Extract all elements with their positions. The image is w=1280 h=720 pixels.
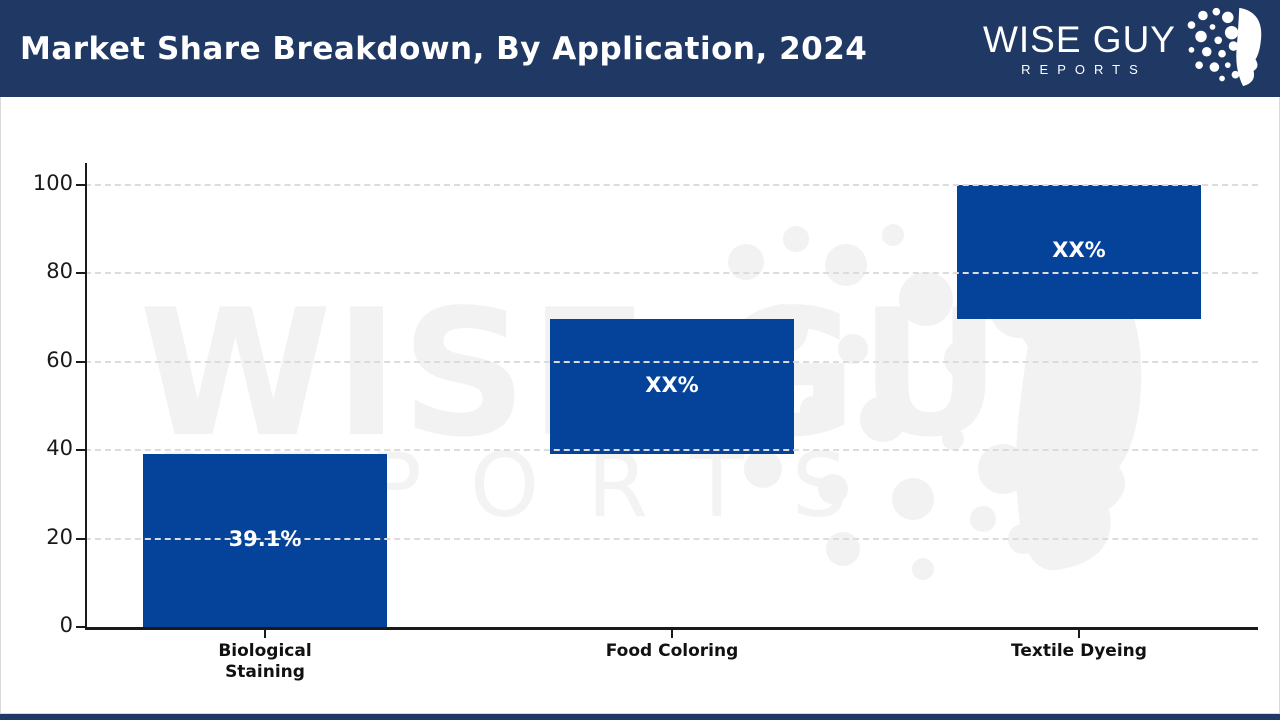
y-tick-100 bbox=[76, 184, 85, 186]
y-tick-40 bbox=[76, 449, 85, 452]
x-tick-0 bbox=[264, 630, 266, 638]
y-tick-label-40: 40 bbox=[46, 436, 73, 461]
gridline-100 bbox=[85, 184, 1258, 186]
chart-title: Market Share Breakdown, By Application, … bbox=[20, 30, 868, 67]
x-category-label-2: Textile Dyeing bbox=[1011, 641, 1147, 661]
x-tick-1 bbox=[671, 630, 673, 638]
logo-wordmark: WISE GUY bbox=[982, 18, 1176, 60]
y-tick-label-60: 60 bbox=[46, 347, 73, 372]
bar-value-label-2: XX% bbox=[1052, 237, 1106, 262]
x-category-label-1: Food Coloring bbox=[605, 641, 739, 661]
y-tick-20 bbox=[76, 537, 85, 540]
dotted-face-profile-icon bbox=[1180, 4, 1266, 94]
wise-guy-logo: WISE GUY REPORTS bbox=[983, 4, 1280, 94]
bar-1 bbox=[550, 318, 794, 455]
y-tick-label-20: 20 bbox=[46, 524, 73, 549]
gridline-20 bbox=[85, 537, 1258, 540]
bar-value-label-0: 39.1% bbox=[228, 526, 302, 551]
bar-value-label-1: XX% bbox=[645, 372, 699, 397]
y-tick-label-100: 100 bbox=[32, 171, 73, 195]
bar-2 bbox=[957, 185, 1201, 319]
gridline-80 bbox=[85, 272, 1258, 275]
dotted-face-profile-watermark bbox=[721, 217, 1181, 641]
gridline-40 bbox=[85, 449, 1258, 452]
bar-0 bbox=[143, 454, 387, 627]
gridline-60 bbox=[85, 360, 1258, 363]
header-bar: Market Share Breakdown, By Application, … bbox=[0, 0, 1280, 97]
footer-bar bbox=[0, 714, 1280, 720]
x-category-label-0: Biological Staining bbox=[218, 641, 312, 683]
y-axis-line bbox=[85, 163, 87, 629]
logo-text: WISE GUY REPORTS bbox=[983, 21, 1176, 77]
x-axis-line bbox=[85, 627, 1258, 630]
plot-canvas: WISE GUY REPORTS 0 20 40 60 80 100 39.1% Biolog… bbox=[0, 97, 1280, 714]
y-tick-0 bbox=[76, 626, 85, 628]
y-tick-80 bbox=[76, 272, 85, 275]
y-tick-label-80: 80 bbox=[46, 259, 73, 284]
logo-subtitle: REPORTS bbox=[1021, 61, 1147, 77]
x-tick-2 bbox=[1078, 630, 1080, 638]
y-tick-label-0: 0 bbox=[59, 613, 73, 637]
y-tick-60 bbox=[76, 360, 85, 363]
